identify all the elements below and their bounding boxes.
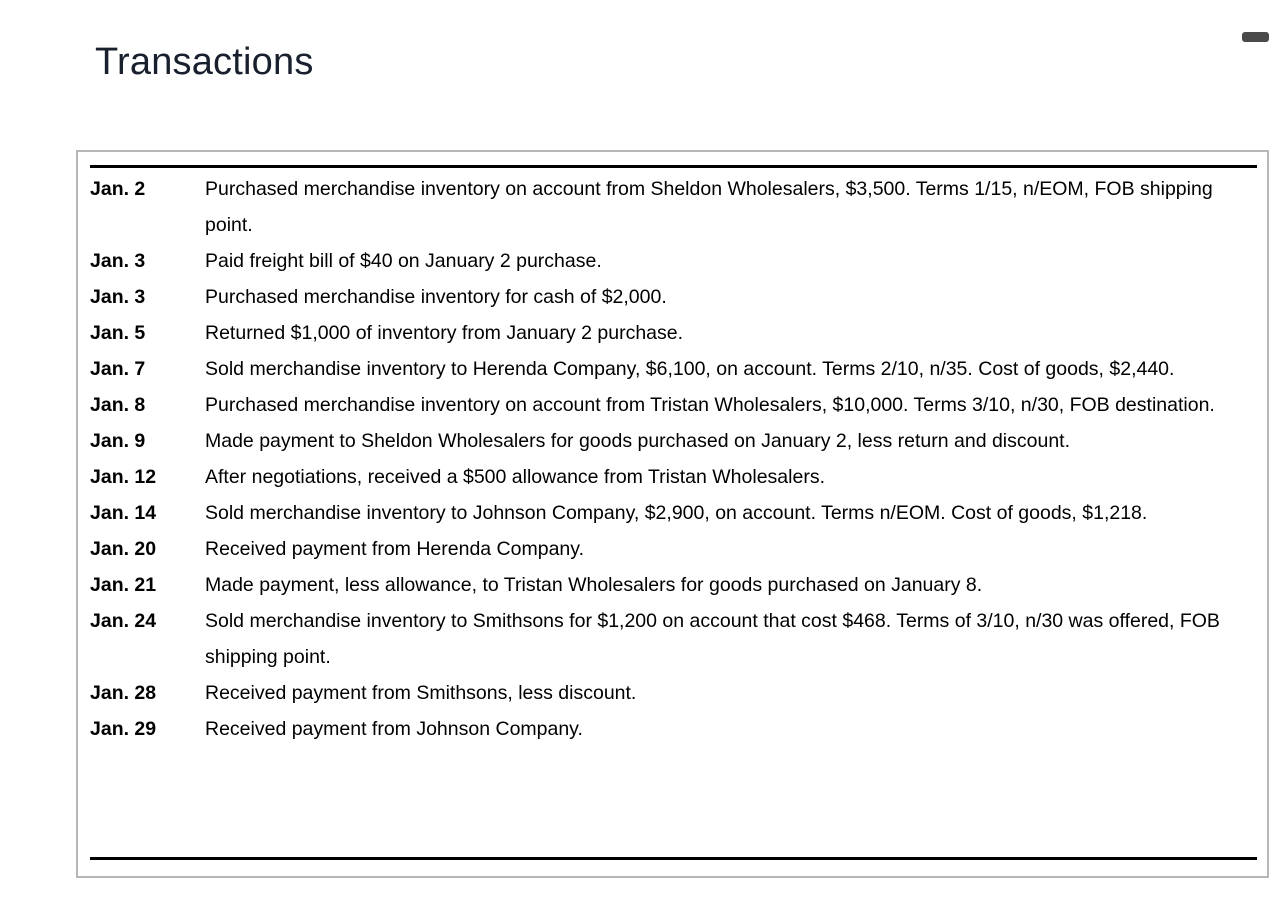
- transaction-description: Received payment from Herenda Company.: [205, 538, 584, 560]
- transaction-row: Jan. 14 Sold merchandise inventory to Jo…: [90, 495, 1257, 531]
- transaction-date: Jan. 24: [90, 610, 157, 632]
- transaction-date: Jan. 3: [90, 250, 146, 272]
- transaction-date: Jan. 8: [90, 394, 146, 416]
- transaction-row: Jan. 24 Sold merchandise inventory to Sm…: [90, 603, 1257, 675]
- transactions-panel: Jan. 2 Purchased merchandise inventory o…: [76, 150, 1269, 878]
- transaction-row: Jan. 28 Received payment from Smithsons,…: [90, 675, 1257, 711]
- transaction-date: Jan. 9: [90, 430, 146, 452]
- transaction-description: Purchased merchandise inventory on accou…: [205, 178, 1213, 236]
- transaction-row: Jan. 5 Returned $1,000 of inventory from…: [90, 315, 1257, 351]
- transaction-date: Jan. 28: [90, 682, 157, 704]
- transaction-date: Jan. 21: [90, 574, 157, 596]
- transaction-description: Paid freight bill of $40 on January 2 pu…: [205, 250, 602, 272]
- transaction-description: Sold merchandise inventory to Smithsons …: [205, 610, 1220, 668]
- transaction-description: Purchased merchandise inventory for cash…: [205, 286, 667, 308]
- transaction-date: Jan. 2: [90, 178, 146, 200]
- transaction-description: Made payment to Sheldon Wholesalers for …: [205, 430, 1071, 452]
- scrollbar-thumb-icon[interactable]: [1242, 32, 1269, 42]
- transaction-row: Jan. 8 Purchased merchandise inventory o…: [90, 387, 1257, 423]
- transaction-description: Purchased merchandise inventory on accou…: [205, 394, 1215, 416]
- transaction-row: Jan. 21 Made payment, less allowance, to…: [90, 567, 1257, 603]
- page-title: Transactions: [95, 41, 314, 83]
- transaction-description: Received payment from Johnson Company.: [205, 718, 583, 740]
- transaction-row: Jan. 12 After negotiations, received a $…: [90, 459, 1257, 495]
- transaction-description: Received payment from Smithsons, less di…: [205, 682, 637, 704]
- transaction-row: Jan. 3 Purchased merchandise inventory f…: [90, 279, 1257, 315]
- transaction-date: Jan. 3: [90, 286, 146, 308]
- transaction-date: Jan. 14: [90, 502, 157, 524]
- transaction-date: Jan. 20: [90, 538, 157, 560]
- transaction-description: Sold merchandise inventory to Herenda Co…: [205, 358, 1175, 380]
- transaction-date: Jan. 12: [90, 466, 157, 488]
- transaction-description: After negotiations, received a $500 allo…: [205, 466, 825, 488]
- transaction-row: Jan. 20 Received payment from Herenda Co…: [90, 531, 1257, 567]
- transaction-row: Jan. 3 Paid freight bill of $40 on Janua…: [90, 243, 1257, 279]
- transaction-date: Jan. 29: [90, 718, 157, 740]
- transactions-ruled-area: Jan. 2 Purchased merchandise inventory o…: [90, 165, 1257, 860]
- transaction-row: Jan. 7 Sold merchandise inventory to Her…: [90, 351, 1257, 387]
- transaction-row: Jan. 2 Purchased merchandise inventory o…: [90, 171, 1257, 243]
- transaction-date: Jan. 5: [90, 322, 146, 344]
- transaction-date: Jan. 7: [90, 358, 146, 380]
- transaction-description: Returned $1,000 of inventory from Januar…: [205, 322, 684, 344]
- transaction-row: Jan. 9 Made payment to Sheldon Wholesale…: [90, 423, 1257, 459]
- transaction-description: Made payment, less allowance, to Tristan…: [205, 574, 983, 596]
- transaction-description: Sold merchandise inventory to Johnson Co…: [205, 502, 1148, 524]
- transactions-table: Jan. 2 Purchased merchandise inventory o…: [90, 171, 1257, 747]
- transactions-table-body: Jan. 2 Purchased merchandise inventory o…: [90, 171, 1257, 747]
- transaction-row: Jan. 29 Received payment from Johnson Co…: [90, 711, 1257, 747]
